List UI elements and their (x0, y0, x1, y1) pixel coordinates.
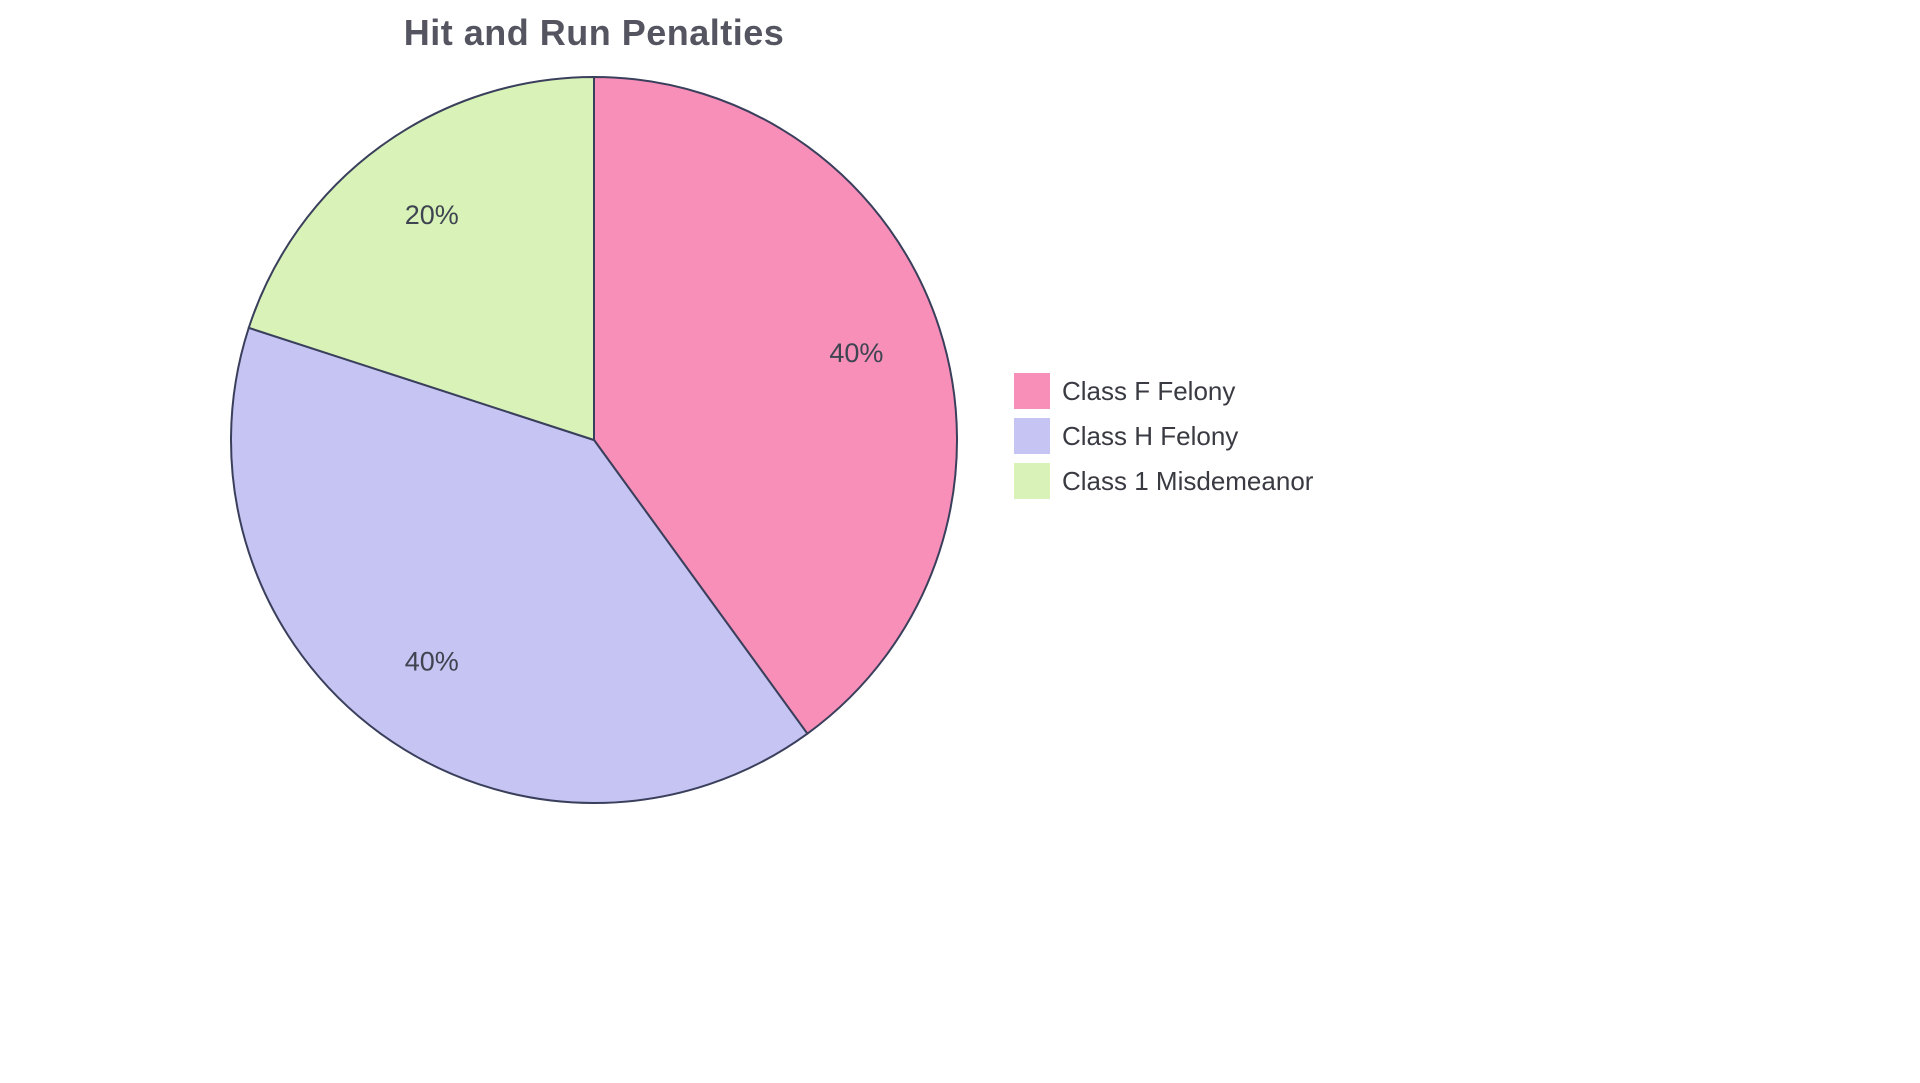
pie-slice-class-1-misdemeanor (247, 76, 595, 441)
legend-item: Class 1 Misdemeanor (1014, 463, 1313, 499)
legend-swatch (1014, 373, 1050, 409)
slice-percent-label: 40% (405, 646, 459, 676)
legend-item: Class F Felony (1014, 373, 1313, 409)
legend-swatch (1014, 418, 1050, 454)
slice-percent-label: 40% (829, 338, 883, 368)
legend-label: Class H Felony (1062, 420, 1239, 451)
chart-title: Hit and Run Penalties (403, 12, 785, 53)
pie-slice-class-h-felony (230, 326, 809, 804)
chart-legend: Class F Felony Class H Felony Class 1 Misd… (1014, 373, 1313, 499)
legend-label: Class F Felony (1062, 375, 1236, 406)
slice-percent-label: 20% (405, 200, 459, 230)
legend-item: Class H Felony (1014, 418, 1313, 454)
legend-label: Class 1 Misdemeanor (1062, 465, 1314, 496)
pie-slice-class-f-felony (593, 76, 958, 735)
legend-swatch (1014, 463, 1050, 499)
